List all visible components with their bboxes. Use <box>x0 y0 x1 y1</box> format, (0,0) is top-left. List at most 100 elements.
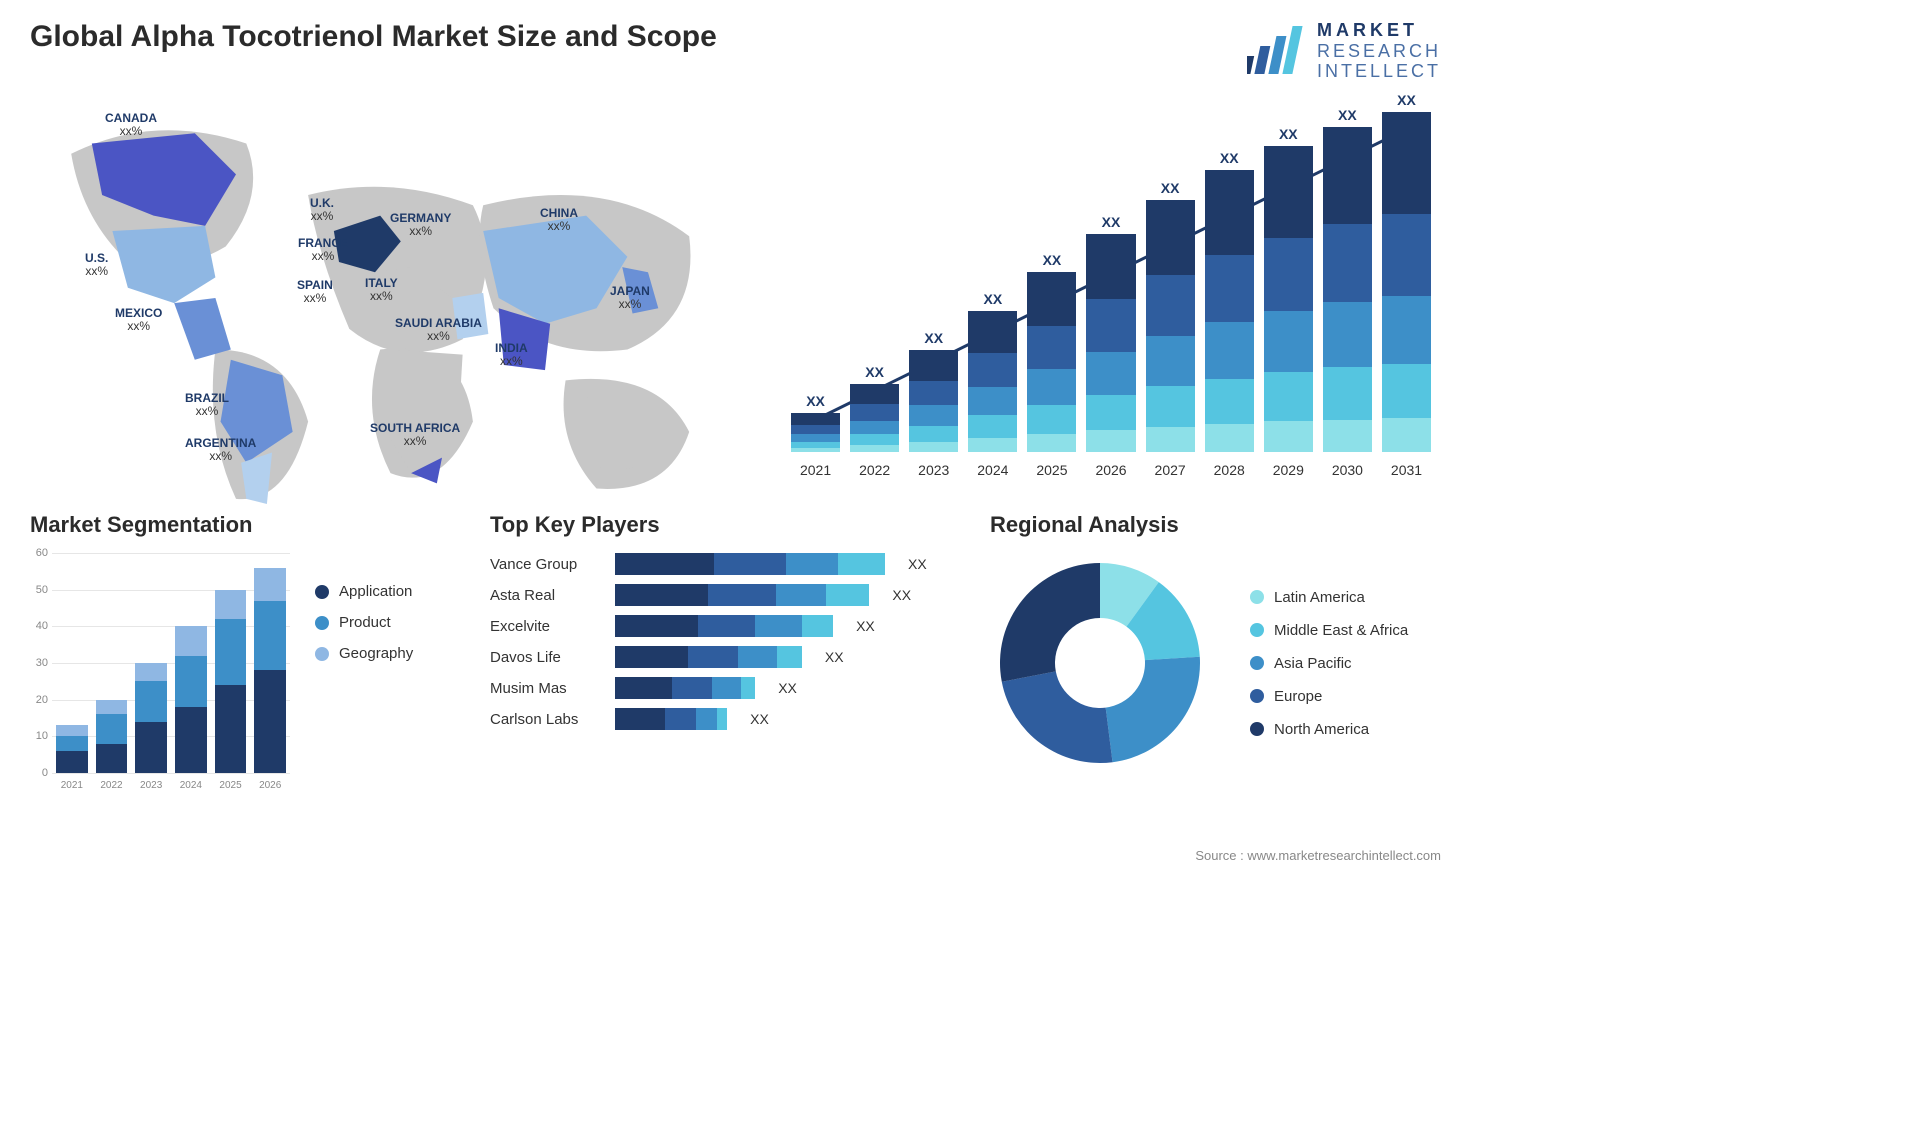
player-row: Davos Life XX <box>490 646 960 668</box>
legend-item: Application <box>315 583 413 600</box>
growth-bar: XX2022 <box>850 364 899 452</box>
growth-bar-year: 2021 <box>800 462 831 478</box>
growth-bar-year: 2022 <box>859 462 890 478</box>
player-row: Asta RealXX <box>490 584 960 606</box>
players-chart: Vance GroupXXAsta RealXXExcelviteXXDavos… <box>490 553 960 730</box>
player-row: Excelvite XX <box>490 615 960 637</box>
growth-bar-value: XX <box>983 291 1002 307</box>
regional-chart: Latin America Middle East & Africa Asia Pa… <box>990 553 1441 773</box>
segmentation-bar: 2022 <box>96 700 128 773</box>
growth-bar-year: 2026 <box>1095 462 1126 478</box>
growth-bar-value: XX <box>1102 214 1121 230</box>
footer-source: Source : www.marketresearchintellect.com <box>1195 848 1441 863</box>
world-map: CANADAxx%U.S.xx%MEXICOxx%BRAZILxx%ARGENT… <box>30 92 751 492</box>
growth-bar: XX2024 <box>968 291 1017 452</box>
map-label: INDIAxx% <box>495 342 528 368</box>
legend-label: Latin America <box>1274 589 1365 606</box>
legend-item: Geography <box>315 645 413 662</box>
growth-bar-year: 2029 <box>1273 462 1304 478</box>
segmentation-year: 2024 <box>180 780 202 791</box>
player-value: XX <box>908 556 927 572</box>
legend-item: Middle East & Africa <box>1250 622 1408 639</box>
growth-bar-value: XX <box>1043 252 1062 268</box>
growth-bar-value: XX <box>806 393 825 409</box>
regional-title: Regional Analysis <box>990 512 1441 538</box>
map-label: SOUTH AFRICAxx% <box>370 422 460 448</box>
player-name: Excelvite <box>490 618 600 635</box>
donut-slice <box>1000 563 1100 682</box>
legend-color-dot <box>1250 722 1264 736</box>
growth-bar-year: 2028 <box>1214 462 1245 478</box>
logo-line1: MARKET <box>1317 20 1441 41</box>
growth-bar-year: 2025 <box>1036 462 1067 478</box>
legend-label: Application <box>339 583 412 600</box>
legend-color-dot <box>1250 656 1264 670</box>
map-label: CANADAxx% <box>105 112 157 138</box>
growth-bar: XX2028 <box>1205 150 1254 452</box>
legend-item: Asia Pacific <box>1250 655 1408 672</box>
legend-label: Asia Pacific <box>1274 655 1352 672</box>
growth-bar: XX2025 <box>1027 252 1076 452</box>
logo-line3: INTELLECT <box>1317 61 1441 82</box>
growth-bar-value: XX <box>1397 92 1416 108</box>
segmentation-bar: 2024 <box>175 626 207 773</box>
growth-bar: XX2021 <box>791 393 840 452</box>
legend-item: Product <box>315 614 413 631</box>
segmentation-chart: 0102030405060 202120222023202420252026 A… <box>30 553 460 793</box>
player-name: Davos Life <box>490 649 600 666</box>
player-value: XX <box>750 711 769 727</box>
legend-item: North America <box>1250 721 1408 738</box>
legend-item: Latin America <box>1250 589 1408 606</box>
segmentation-year: 2022 <box>100 780 122 791</box>
players-title: Top Key Players <box>490 512 960 538</box>
player-name: Musim Mas <box>490 680 600 697</box>
legend-label: Product <box>339 614 391 631</box>
player-row: Carlson Labs XX <box>490 708 960 730</box>
growth-bar-year: 2023 <box>918 462 949 478</box>
legend-color-dot <box>1250 623 1264 637</box>
player-value: XX <box>856 618 875 634</box>
growth-bar-year: 2031 <box>1391 462 1422 478</box>
growth-bar-value: XX <box>1279 126 1298 142</box>
map-label: FRANCExx% <box>298 237 348 263</box>
map-label: SAUDI ARABIAxx% <box>395 317 482 343</box>
map-label: CHINAxx% <box>540 207 578 233</box>
legend-color-dot <box>315 647 329 661</box>
player-name: Vance Group <box>490 556 600 573</box>
growth-bar-year: 2024 <box>977 462 1008 478</box>
player-row: Musim Mas XX <box>490 677 960 699</box>
growth-bar: XX2031 <box>1382 92 1431 452</box>
legend-color-dot <box>1250 689 1264 703</box>
map-label: SPAINxx% <box>297 279 333 305</box>
legend-color-dot <box>315 585 329 599</box>
growth-bar: XX2023 <box>909 330 958 452</box>
growth-bar: XX2030 <box>1323 107 1372 452</box>
segmentation-bar: 2026 <box>254 568 286 773</box>
segmentation-bar: 2025 <box>215 590 247 773</box>
growth-chart: XX2021XX2022XX2023XX2024XX2025XX2026XX20… <box>781 92 1441 492</box>
growth-bar: XX2029 <box>1264 126 1313 452</box>
map-label: U.K.xx% <box>310 197 334 223</box>
legend-color-dot <box>315 616 329 630</box>
growth-bar-value: XX <box>865 364 884 380</box>
growth-bar-year: 2027 <box>1155 462 1186 478</box>
legend-color-dot <box>1250 590 1264 604</box>
player-row: Vance Group XX <box>490 553 960 575</box>
player-value: XX <box>825 649 844 665</box>
map-label: JAPANxx% <box>610 285 650 311</box>
segmentation-year: 2025 <box>219 780 241 791</box>
growth-bar: XX2026 <box>1086 214 1135 453</box>
growth-bar-value: XX <box>1161 180 1180 196</box>
player-name: Carlson Labs <box>490 711 600 728</box>
map-label: ITALYxx% <box>365 277 398 303</box>
logo-icon <box>1247 24 1307 79</box>
segmentation-year: 2023 <box>140 780 162 791</box>
growth-bar-year: 2030 <box>1332 462 1363 478</box>
donut-slice <box>1106 657 1200 762</box>
segmentation-year: 2021 <box>61 780 83 791</box>
segmentation-bar: 2023 <box>135 663 167 773</box>
legend-label: Europe <box>1274 688 1322 705</box>
growth-bar-value: XX <box>924 330 943 346</box>
growth-bar: XX2027 <box>1146 180 1195 453</box>
player-value: XX <box>778 680 797 696</box>
